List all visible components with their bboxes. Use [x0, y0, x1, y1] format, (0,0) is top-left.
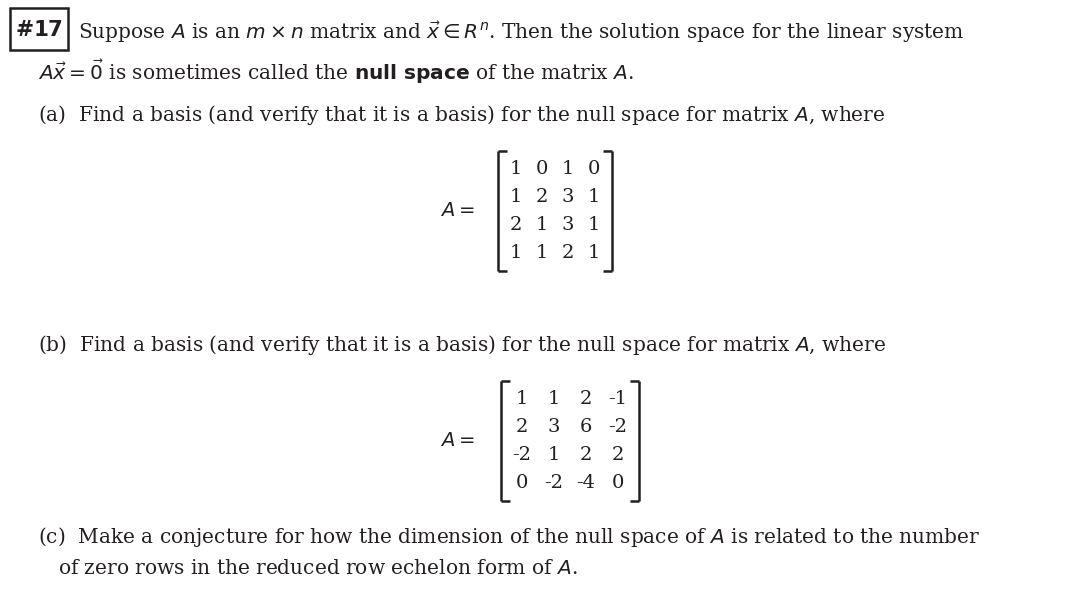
Text: 1: 1 [587, 188, 600, 206]
Text: 1: 1 [510, 244, 522, 262]
Text: 2: 2 [536, 188, 548, 206]
FancyBboxPatch shape [10, 8, 68, 50]
Text: $A = $: $A = $ [440, 202, 475, 220]
Text: 2: 2 [562, 244, 575, 262]
Text: (b)  Find a basis (and verify that it is a basis) for the null space for matrix : (b) Find a basis (and verify that it is … [38, 333, 886, 357]
Text: -4: -4 [577, 474, 595, 492]
Text: -1: -1 [609, 390, 627, 408]
Text: 1: 1 [510, 188, 522, 206]
Text: 2: 2 [580, 446, 592, 464]
Text: 3: 3 [548, 418, 561, 436]
Text: 2: 2 [516, 418, 528, 436]
Text: 1: 1 [548, 390, 561, 408]
Text: $A = $: $A = $ [440, 432, 475, 450]
Text: of zero rows in the reduced row echelon form of $A$.: of zero rows in the reduced row echelon … [58, 558, 578, 577]
Text: 0: 0 [612, 474, 624, 492]
Text: 1: 1 [536, 216, 548, 234]
Text: -2: -2 [512, 446, 532, 464]
Text: (a)  Find a basis (and verify that it is a basis) for the null space for matrix : (a) Find a basis (and verify that it is … [38, 103, 885, 127]
Text: $\mathbf{\#17}$: $\mathbf{\#17}$ [15, 19, 63, 41]
Text: 2: 2 [580, 390, 592, 408]
Text: 3: 3 [562, 188, 575, 206]
Text: 6: 6 [580, 418, 592, 436]
Text: 0: 0 [536, 160, 548, 178]
Text: 3: 3 [562, 216, 575, 234]
Text: 1: 1 [562, 160, 575, 178]
Text: 2: 2 [612, 446, 624, 464]
Text: 1: 1 [587, 216, 600, 234]
Text: (c)  Make a conjecture for how the dimension of the null space of $A$ is related: (c) Make a conjecture for how the dimens… [38, 525, 981, 549]
Text: $A\vec{x} = \vec{0}$ is sometimes called the $\mathbf{null\ space}$ of the matri: $A\vec{x} = \vec{0}$ is sometimes called… [38, 58, 634, 86]
Text: 2: 2 [510, 216, 522, 234]
Text: 1: 1 [587, 244, 600, 262]
Text: -2: -2 [545, 474, 564, 492]
Text: 1: 1 [536, 244, 548, 262]
Text: Suppose $A$ is an $m \times n$ matrix and $\vec{x} \in R^n$. Then the solution s: Suppose $A$ is an $m \times n$ matrix an… [78, 20, 964, 45]
Text: 0: 0 [516, 474, 528, 492]
Text: 1: 1 [548, 446, 561, 464]
Text: -2: -2 [609, 418, 627, 436]
Text: 1: 1 [510, 160, 522, 178]
Text: 0: 0 [587, 160, 600, 178]
Text: 1: 1 [516, 390, 528, 408]
